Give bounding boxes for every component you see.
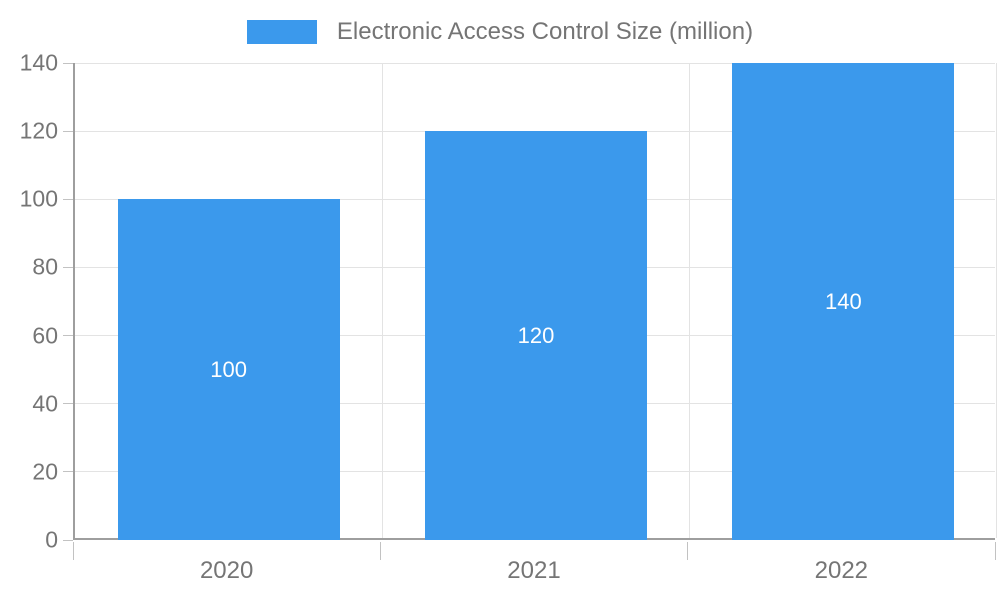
legend-swatch-icon [246,20,317,44]
x-axis-label: 2021 [507,557,561,584]
y-axis-tick [63,471,73,473]
y-axis-tick [63,130,73,132]
bar-2020[interactable]: 100 [117,199,340,540]
y-axis-label: 120 [19,117,58,144]
bar-value-label: 100 [210,356,248,382]
gridline [689,63,691,538]
y-axis-tick [63,335,73,337]
x-axis-tick [994,542,996,560]
plot-area: 100 120 140 [73,62,997,540]
y-axis-label: 20 [32,458,58,485]
y-axis-tick [63,539,73,541]
gridline [75,62,995,64]
y-axis-label: 140 [19,49,58,76]
y-axis-label: 0 [45,526,58,553]
gridline [381,63,383,538]
y-axis-label: 100 [19,185,58,212]
gridline [995,63,997,538]
x-axis-tick [687,542,689,560]
x-axis-label: 2022 [814,557,869,584]
legend-label: Electronic Access Control Size (million) [336,18,754,45]
bar-value-label: 140 [824,288,862,314]
y-axis-tick [63,62,73,64]
y-axis-label: 80 [32,253,58,280]
x-axis-tick [379,542,381,560]
chart-legend[interactable]: Electronic Access Control Size (million) [0,17,1000,47]
y-axis-tick [63,266,73,268]
y-axis-label: 40 [32,390,58,417]
y-axis-label: 60 [32,322,58,349]
bar-2022[interactable]: 140 [732,63,955,540]
y-axis-tick [63,198,73,200]
bar-2021[interactable]: 120 [425,131,647,540]
bar-value-label: 120 [517,322,555,348]
x-axis-tick [72,542,74,560]
y-axis-tick [63,403,73,405]
x-axis-label: 2020 [199,557,254,584]
